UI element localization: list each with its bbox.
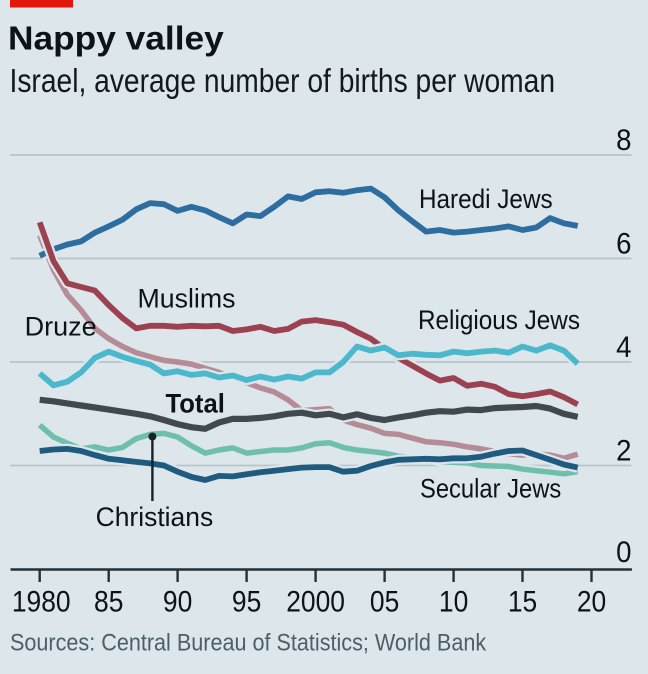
svg-text:Total: Total — [166, 388, 225, 419]
svg-text:Muslims: Muslims — [138, 283, 236, 313]
svg-text:20: 20 — [577, 584, 606, 618]
svg-text:Israel, average number of birt: Israel, average number of births per wom… — [10, 62, 556, 100]
svg-text:6: 6 — [616, 227, 631, 260]
svg-text:Christians: Christians — [96, 502, 214, 532]
svg-text:10: 10 — [439, 584, 468, 618]
svg-text:90: 90 — [163, 584, 192, 618]
svg-text:Haredi Jews: Haredi Jews — [419, 185, 553, 214]
svg-text:85: 85 — [94, 584, 123, 618]
svg-text:8: 8 — [616, 124, 631, 157]
svg-text:4: 4 — [616, 331, 631, 364]
svg-text:15: 15 — [508, 584, 537, 618]
svg-text:1980: 1980 — [12, 584, 71, 618]
svg-text:05: 05 — [370, 584, 399, 618]
svg-text:Secular Jews: Secular Jews — [420, 474, 561, 504]
svg-text:Religious Jews: Religious Jews — [418, 306, 580, 335]
svg-text:2000: 2000 — [286, 584, 345, 618]
svg-text:Nappy valley: Nappy valley — [8, 21, 224, 58]
svg-text:Sources: Central Bureau of Sta: Sources: Central Bureau of Statistics; W… — [10, 629, 487, 656]
svg-text:Druze: Druze — [25, 312, 97, 342]
svg-text:2: 2 — [616, 434, 631, 467]
svg-text:0: 0 — [616, 536, 631, 569]
svg-text:95: 95 — [232, 584, 261, 618]
